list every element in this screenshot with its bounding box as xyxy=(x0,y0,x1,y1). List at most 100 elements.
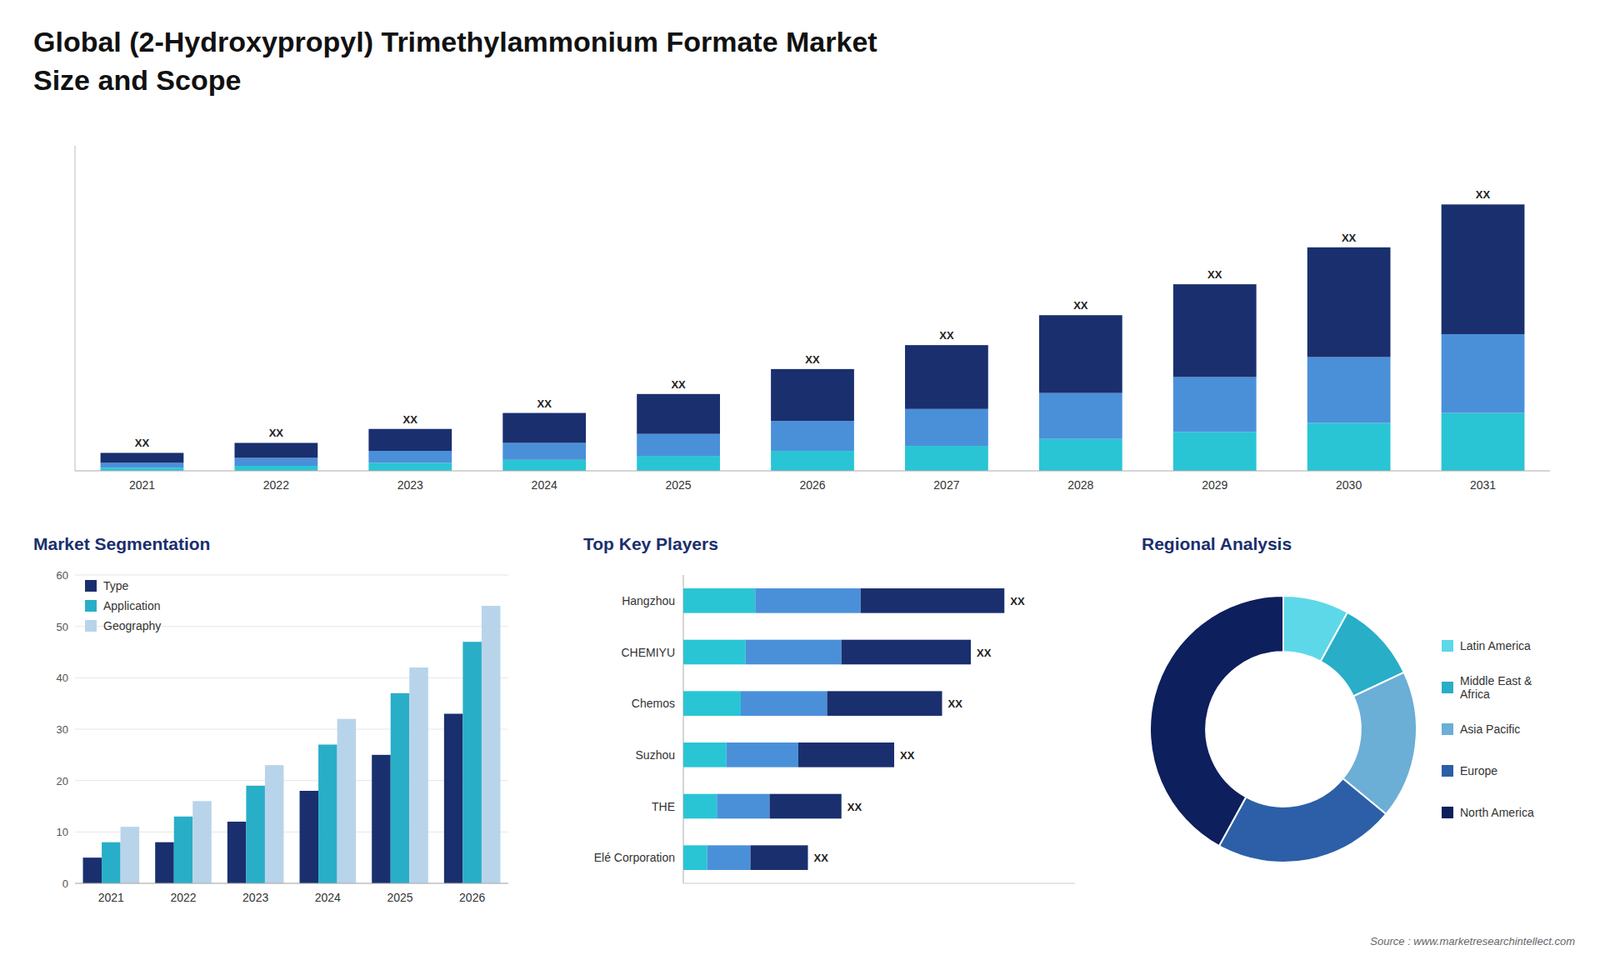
bar xyxy=(444,714,464,885)
bar xyxy=(390,693,410,884)
bar-segment xyxy=(770,369,855,421)
bar-segment xyxy=(798,742,895,768)
data-label: XX xyxy=(847,800,863,814)
y-tick-label: Suzhou xyxy=(635,748,675,762)
legend-label: Application xyxy=(103,599,161,613)
plot-area xyxy=(100,204,1525,471)
bar xyxy=(227,821,247,884)
bar-segment xyxy=(636,455,720,471)
grid-line xyxy=(75,729,509,730)
grid-line xyxy=(75,575,509,576)
bar-segment xyxy=(502,460,586,471)
legend-label: North America xyxy=(1460,805,1535,820)
y-tick-label: THE xyxy=(651,800,675,814)
x-axis-line xyxy=(75,470,1550,472)
dashboard: Global (2-Hydroxypropyl) Trimethylammoni… xyxy=(0,0,1600,955)
y-tick-label: 30 xyxy=(56,723,69,736)
bar-segment xyxy=(707,845,751,870)
grid-line xyxy=(75,780,509,781)
legend-label: Middle East &Africa xyxy=(1460,674,1533,702)
x-tick-label: 2024 xyxy=(315,890,341,905)
page-title: Global (2-Hydroxypropyl) Trimethylammoni… xyxy=(33,25,878,58)
bar-segment xyxy=(636,434,720,456)
legend-label: Type xyxy=(103,579,130,593)
grid-line xyxy=(75,883,509,885)
bar-segment xyxy=(683,690,741,716)
bar xyxy=(101,842,121,884)
bar-segment xyxy=(1441,413,1525,471)
x-tick-label: 2025 xyxy=(665,478,692,492)
text-line: Middle East & xyxy=(1460,674,1533,688)
legend-swatch xyxy=(1441,723,1454,735)
x-tick-label: 2026 xyxy=(799,478,825,492)
bar-segment xyxy=(860,588,1005,614)
bar xyxy=(481,605,501,884)
x-axis-line xyxy=(75,883,509,885)
x-tick-label: 2031 xyxy=(1470,478,1496,492)
legend-label: Geography xyxy=(103,619,161,633)
y-tick-label: 60 xyxy=(56,569,69,582)
bar xyxy=(83,857,103,884)
x-tick-label: 2021 xyxy=(129,478,155,492)
bar-segment xyxy=(683,845,708,870)
bar-segment xyxy=(234,457,318,466)
bar-segment xyxy=(726,742,799,768)
bar-segment xyxy=(683,588,755,614)
y-tick-label: 10 xyxy=(56,825,69,839)
bar-segment xyxy=(368,429,452,451)
bar-segment xyxy=(1039,393,1123,440)
x-tick-label: 2029 xyxy=(1201,478,1228,492)
legend-swatch xyxy=(1441,806,1454,819)
x-tick-label: 2022 xyxy=(170,890,196,905)
donut-slice xyxy=(1219,778,1386,863)
y-axis-line xyxy=(75,145,76,471)
bar-segment xyxy=(905,409,989,446)
page-subtitle: Size and Scope xyxy=(33,64,241,96)
bar-segment xyxy=(1039,315,1123,393)
chart-title: Top Key Players xyxy=(583,534,719,554)
bar-segment xyxy=(1173,431,1257,471)
data-label: XX xyxy=(1207,268,1223,281)
bar-segment xyxy=(1173,284,1257,377)
bar-segment xyxy=(502,413,586,444)
bar-segment xyxy=(1441,334,1525,414)
text-line: Africa xyxy=(1460,687,1490,701)
bar-segment xyxy=(1307,423,1391,471)
bar-segment xyxy=(755,588,860,614)
bar xyxy=(245,785,265,884)
x-tick-label: 2028 xyxy=(1067,478,1094,492)
bar xyxy=(318,745,338,885)
chart-title: Market Segmentation xyxy=(33,534,210,554)
data-label: XX xyxy=(805,353,820,366)
bar-segment xyxy=(100,467,185,471)
y-tick-label: Hangzhou xyxy=(621,594,675,608)
bar-segment xyxy=(740,690,827,716)
x-tick-label: 2030 xyxy=(1335,478,1362,492)
annotation: Source : www.marketresearchintellect.com xyxy=(1370,935,1575,948)
y-tick-label: 20 xyxy=(56,775,69,788)
data-label: XX xyxy=(939,329,955,342)
chart-title: Regional Analysis xyxy=(1141,534,1292,554)
legend-label: Latin America xyxy=(1460,639,1531,653)
bar xyxy=(265,765,285,884)
x-tick-label: 2025 xyxy=(386,890,413,905)
bar xyxy=(192,800,212,884)
bar xyxy=(120,826,140,884)
bar-segment xyxy=(750,845,808,870)
bar xyxy=(174,816,194,884)
bar-segment xyxy=(502,442,586,460)
plot-area xyxy=(83,605,501,884)
y-tick-label: CHEMIYU xyxy=(620,645,675,660)
y-tick-label: 50 xyxy=(56,620,69,634)
bar-segment xyxy=(100,452,185,463)
y-tick-label: 40 xyxy=(56,671,69,685)
bar-segment xyxy=(745,640,842,665)
data-label: XX xyxy=(947,697,963,710)
bar-segment xyxy=(769,794,841,820)
bar-segment xyxy=(905,445,989,471)
bar-segment xyxy=(100,462,185,468)
bar xyxy=(409,667,429,884)
y-tick-label: 0 xyxy=(62,877,69,890)
data-label: XX xyxy=(670,378,686,391)
bar-segment xyxy=(841,640,971,665)
